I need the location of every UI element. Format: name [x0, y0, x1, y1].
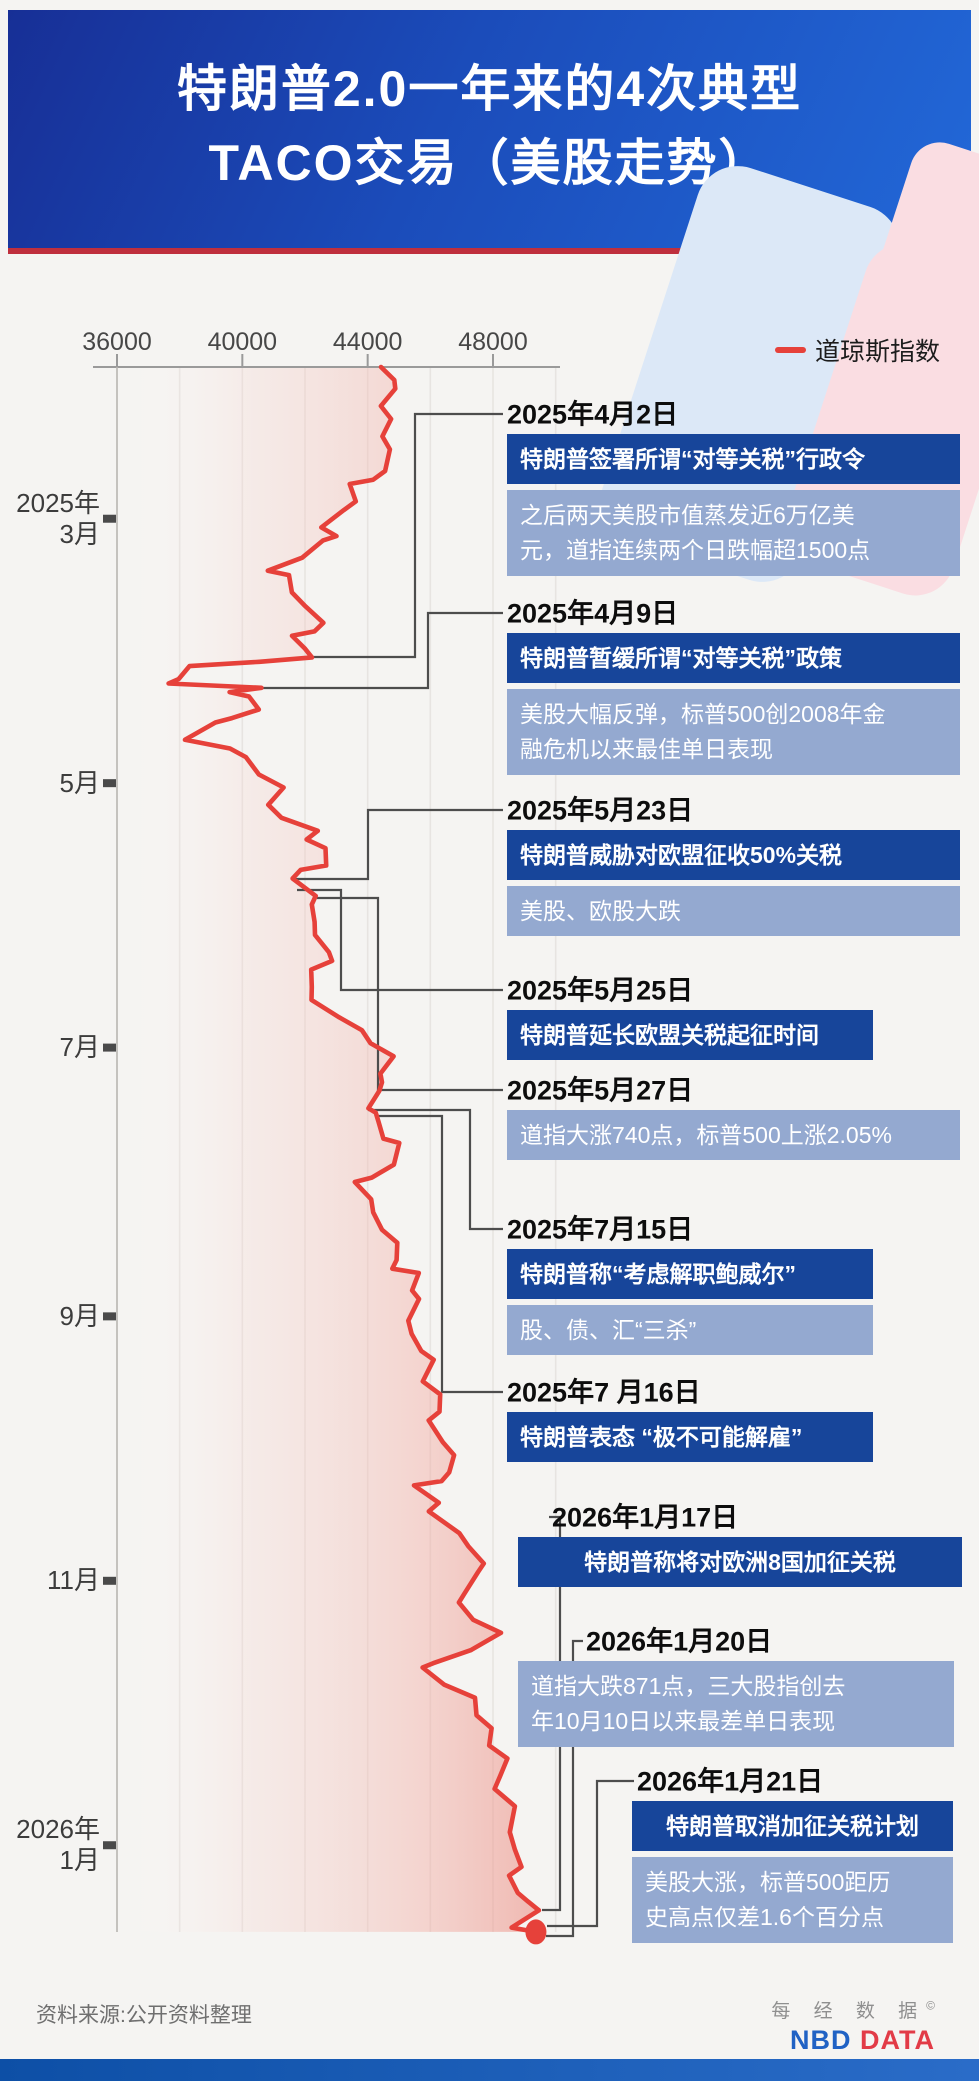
legend-series-label: 道琼斯指数	[815, 338, 941, 366]
banner-underline-divider	[8, 248, 971, 254]
annotation-event-box: 特朗普签署所谓“对等关税”行政令	[507, 434, 960, 484]
annotation-reaction-box: 美股大涨，标普500距历 史高点仅差1.6个百分点	[632, 1857, 953, 1943]
copyright-mark: ©	[926, 1998, 935, 2013]
line-end-dot	[525, 1919, 547, 1945]
publisher-logo-chinese: 每 经 数 据©	[771, 1996, 935, 2023]
page-title-line2: TACO交易（美股走势）	[208, 135, 771, 191]
month-tick	[103, 514, 116, 523]
annotation-connector-lines	[261, 412, 634, 1938]
annotation-bracket	[546, 1639, 583, 1938]
y-axis-month-label: 11月	[0, 1565, 100, 1596]
annotation-reaction-box: 美股、欧股大跌	[507, 886, 960, 936]
annotation-reaction-box: 股、债、汇“三杀”	[507, 1305, 873, 1355]
month-tick	[103, 779, 116, 788]
publisher-logo: 每 经 数 据© NBD DATA	[771, 1996, 935, 2056]
annotation-bracket	[313, 412, 503, 659]
annotation-event-box: 特朗普取消加征关税计划	[632, 1801, 953, 1851]
area-fill	[117, 367, 539, 1932]
dow-jones-line-series	[166, 364, 542, 1935]
annotation-bracket	[317, 896, 503, 1092]
annotation-date: 2025年4月2日	[507, 399, 679, 430]
annotation-bracket	[547, 1779, 634, 1928]
annotation-reaction-box: 道指大涨740点，标普500上涨2.05%	[507, 1110, 960, 1160]
month-tick	[103, 1576, 116, 1585]
annotation-date: 2025年5月23日	[507, 795, 694, 826]
y-axis-month-label: 5月	[0, 768, 100, 799]
annotation-bracket	[376, 1114, 503, 1394]
y-axis-month-label: 2025年 3月	[0, 488, 100, 550]
y-axis-month-label: 2026年 1月	[0, 1814, 100, 1876]
page-title: 特朗普2.0一年来的4次典型 TACO交易（美股走势）	[8, 52, 971, 200]
data-source-note: 资料来源:公开资料整理	[36, 2004, 252, 2027]
annotation-bracket	[261, 611, 503, 690]
page-title-line1: 特朗普2.0一年来的4次典型	[176, 61, 803, 117]
title-banner: 特朗普2.0一年来的4次典型 TACO交易（美股走势）	[8, 10, 971, 248]
publisher-logo-cn-text: 每 经 数 据	[771, 2001, 927, 2022]
axes	[93, 354, 560, 1932]
y-axis-month-label-line: 9月	[59, 1300, 100, 1331]
y-axis-month-label: 7月	[0, 1032, 100, 1063]
annotation-reaction-box: 美股大幅反弹，标普500创2008年金 融危机以来最佳单日表现	[507, 689, 960, 775]
y-axis-month-label-line: 3月	[59, 518, 100, 549]
annotation-date: 2026年1月17日	[552, 1502, 739, 1533]
x-axis-tick-label: 44000	[332, 328, 403, 356]
x-axis-tick-label: 40000	[207, 328, 278, 356]
annotation-reaction-box: 之后两天美股市值蒸发近6万亿美 元，道指连续两个日跌幅超1500点	[507, 490, 960, 576]
y-axis-month-label-line: 2026年	[16, 1814, 100, 1845]
annotation-bracket	[297, 888, 503, 992]
month-tick	[103, 1043, 116, 1052]
publisher-logo-data: DATA	[860, 2025, 935, 2055]
annotation-event-box: 特朗普表态 “极不可能解雇”	[507, 1412, 873, 1462]
annotation-date: 2025年7月15日	[507, 1214, 694, 1245]
annotation-date: 2025年5月27日	[507, 1075, 694, 1106]
x-axis-tick-label: 48000	[458, 328, 528, 356]
annotation-bracket	[293, 808, 503, 881]
annotation-bracket	[368, 1108, 503, 1231]
month-tick	[103, 1841, 116, 1850]
y-axis-month-label-line: 2025年	[16, 487, 100, 518]
annotation-event-box: 特朗普威胁对欧盟征收50%关税	[507, 830, 960, 880]
annotation-event-box: 特朗普暂缓所谓“对等关税”政策	[507, 633, 960, 683]
month-tick	[103, 1312, 116, 1321]
annotation-reaction-box: 道指大跌871点，三大股指创去 年10月10日以来最差单日表现	[518, 1661, 954, 1747]
legend-line-swatch-icon	[775, 347, 806, 353]
annotation-date: 2026年1月21日	[637, 1766, 824, 1797]
area-under-line	[117, 367, 539, 1932]
annotation-date: 2026年1月20日	[586, 1626, 773, 1657]
annotation-date: 2025年4月9日	[507, 598, 679, 629]
annotation-event-box: 特朗普延长欧盟关税起征时间	[507, 1010, 873, 1060]
series-end-dot	[525, 1919, 547, 1945]
y-axis-month-label-line: 1月	[59, 1845, 100, 1876]
x-axis-tick-label: 36000	[82, 328, 152, 356]
legend: 道琼斯指数	[775, 332, 940, 368]
publisher-logo-english: NBD DATA	[771, 2025, 935, 2056]
annotation-event-box: 特朗普称“考虑解职鲍威尔”	[507, 1249, 873, 1299]
bottom-blue-bar	[0, 2059, 979, 2081]
y-axis-month-label-line: 7月	[59, 1032, 100, 1063]
y-axis-month-label-line: 5月	[59, 767, 100, 798]
annotation-date: 2025年5月25日	[507, 975, 694, 1006]
publisher-logo-nbd: NBD	[790, 2025, 852, 2055]
annotation-date: 2025年7 月16日	[507, 1377, 701, 1408]
annotation-event-box: 特朗普称将对欧洲8国加征关税	[518, 1537, 962, 1587]
y-axis-month-label: 9月	[0, 1301, 100, 1332]
y-axis-month-label-line: 11月	[47, 1565, 100, 1596]
dow-jones-line	[166, 364, 542, 1935]
